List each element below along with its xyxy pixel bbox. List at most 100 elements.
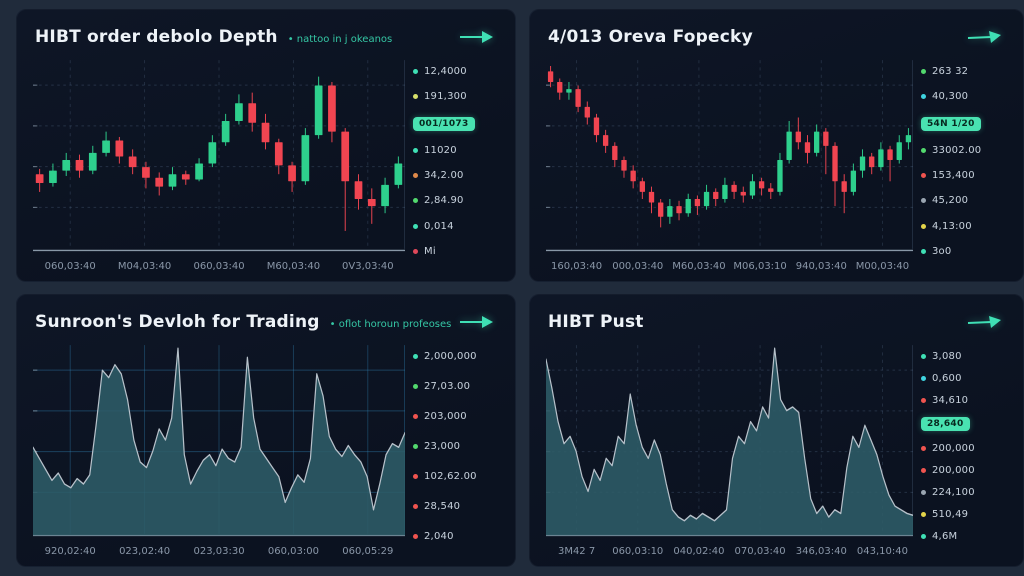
legend-value: 203,000 bbox=[424, 411, 467, 422]
price-legend: 12,4000 191,300 001/1073 11020 34,2.00 2,84.9… bbox=[405, 58, 499, 273]
legend-item: 3o0 bbox=[921, 246, 1007, 257]
legend-value: 2,040 bbox=[424, 531, 454, 542]
x-axis-label: 040,02:40 bbox=[673, 546, 725, 557]
x-axis-label: 060,03:00 bbox=[267, 546, 319, 557]
x-axis-label: 000,03:40 bbox=[612, 261, 664, 272]
legend-item: 23,000 bbox=[413, 441, 499, 452]
legend-dot-icon bbox=[921, 248, 926, 254]
legend-item: 203,000 bbox=[413, 411, 499, 422]
legend-item: 2,040 bbox=[413, 531, 499, 542]
legend-item: 45,200 bbox=[921, 195, 1007, 206]
legend-value: 263 32 bbox=[932, 66, 969, 77]
x-axis-label: 060,03:40 bbox=[193, 261, 245, 272]
legend-dot-icon bbox=[413, 94, 418, 100]
price-legend: 3,080 0,600 34,610 28,640 200,000 200,000 224,… bbox=[913, 343, 1007, 558]
legend-dot-icon bbox=[921, 511, 926, 517]
legend-dot-icon bbox=[921, 69, 926, 74]
x-axis-label: M00,03:40 bbox=[855, 261, 910, 272]
legend-value: 34,610 bbox=[932, 395, 969, 407]
legend-value: 102,62.00 bbox=[424, 471, 477, 482]
legend-value: 11020 bbox=[424, 144, 457, 156]
panel-hibt-pust: HIBT Pust 3M42 7 060,03:10 040,02:40 070,03… bbox=[529, 294, 1024, 567]
candlestick-chart bbox=[33, 58, 405, 252]
x-axis-labels: 920,02:40 023,02:40 023,03:30 060,03:00 060,… bbox=[33, 537, 405, 558]
legend-dot-icon bbox=[921, 354, 926, 359]
legend-value: 45,200 bbox=[932, 195, 969, 207]
legend-dot-icon bbox=[413, 384, 418, 389]
x-axis-labels: 160,03:40 000,03:40 M60,03:40 M06,03:10 940,… bbox=[546, 252, 913, 273]
x-axis-label: 060,03:10 bbox=[612, 546, 664, 557]
legend-value: 4,6M bbox=[932, 531, 958, 542]
legend-value: 0,600 bbox=[932, 373, 962, 385]
legend-dot-icon bbox=[413, 474, 418, 479]
legend-value: Mi bbox=[424, 245, 436, 257]
legend-value: 4,13:00 bbox=[932, 220, 972, 232]
legend-badge: 001/1073 bbox=[413, 116, 499, 131]
legend-value: 28,540 bbox=[424, 501, 461, 512]
x-axis-label: 043,10:40 bbox=[856, 546, 908, 557]
x-axis-label: 0V3,03:40 bbox=[342, 261, 394, 272]
legend-value: 3,080 bbox=[932, 351, 962, 362]
legend-value: 23,000 bbox=[424, 441, 461, 452]
legend-item: 2,84.90 bbox=[413, 195, 499, 206]
legend-dot-icon bbox=[413, 444, 418, 449]
legend-item: 200,000 bbox=[921, 443, 1007, 454]
legend-value: 34,2.00 bbox=[424, 170, 464, 182]
panel-order-depth: HIBT order debolo Depth • nattoo in j ok… bbox=[16, 9, 516, 282]
legend-item: 0,600 bbox=[921, 373, 1007, 384]
x-axis-label: M60,03:40 bbox=[672, 261, 726, 272]
legend-item: 3,080 bbox=[921, 351, 1007, 362]
legend-dot-icon bbox=[413, 173, 418, 179]
panel-subtitle: • nattoo in j okeanos bbox=[287, 34, 393, 45]
legend-dot-icon bbox=[921, 147, 926, 153]
legend-dot-icon bbox=[921, 398, 926, 404]
area-chart bbox=[546, 343, 913, 537]
legend-dot-icon bbox=[921, 376, 926, 382]
x-axis-label: 070,03:40 bbox=[734, 546, 786, 557]
legend-item: 27,03.00 bbox=[413, 381, 499, 392]
panel-header: Sunroon's Devloh for Trading • oflot hor… bbox=[35, 309, 497, 335]
panel-oreva-fopecky: 4/013 Oreva Fopecky 160,03:40 000,03:40 M6… bbox=[529, 9, 1024, 282]
panel-title: Sunroon's Devloh for Trading bbox=[35, 312, 320, 332]
candlestick-chart bbox=[546, 58, 913, 252]
legend-dot-icon bbox=[413, 198, 418, 204]
legend-item: Mi bbox=[413, 246, 499, 257]
legend-item: 102,62.00 bbox=[413, 471, 499, 482]
x-axis-label: 920,02:40 bbox=[44, 546, 96, 557]
trend-arrow-icon[interactable] bbox=[961, 311, 1005, 333]
legend-item: 153,400 bbox=[921, 170, 1007, 181]
legend-item: 4,13:00 bbox=[921, 221, 1007, 232]
x-axis-label: 160,03:40 bbox=[551, 261, 603, 272]
trend-arrow-icon[interactable] bbox=[453, 311, 497, 333]
legend-dot-icon bbox=[413, 414, 418, 419]
x-axis-label: 023,03:30 bbox=[193, 546, 245, 557]
panel-trading-volume: Sunroon's Devloh for Trading • oflot hor… bbox=[16, 294, 516, 567]
legend-dot-icon bbox=[921, 445, 926, 451]
area-chart bbox=[33, 343, 405, 537]
price-legend: 2,000,000 27,03.00 203,000 23,000 102,62.00 2… bbox=[405, 343, 499, 558]
x-axis-labels: 3M42 7 060,03:10 040,02:40 070,03:40 346,03:… bbox=[546, 537, 913, 558]
x-axis-labels: 060,03:40 M04,03:40 060,03:40 M60,03:40 0V3,… bbox=[33, 252, 405, 273]
x-axis-label: 3M42 7 bbox=[557, 546, 596, 557]
x-axis-label: M06,03:10 bbox=[733, 261, 787, 272]
legend-value: 2,84.90 bbox=[424, 195, 464, 207]
trend-arrow-icon[interactable] bbox=[453, 26, 497, 48]
legend-dot-icon bbox=[413, 354, 418, 359]
legend-value: 191,300 bbox=[424, 91, 467, 103]
legend-item: 4,6M bbox=[921, 531, 1007, 542]
legend-dot-icon bbox=[413, 223, 418, 229]
legend-value: 33002.00 bbox=[932, 144, 982, 156]
legend-dot-icon bbox=[413, 147, 418, 153]
trend-arrow-icon[interactable] bbox=[961, 26, 1005, 48]
legend-value: 3o0 bbox=[932, 245, 952, 257]
highlight-badge: 54N 1/20 bbox=[921, 116, 981, 131]
legend-item: 200,000 bbox=[921, 465, 1007, 476]
legend-item: 12,4000 bbox=[413, 66, 499, 77]
panel-header: HIBT Pust bbox=[548, 309, 1005, 335]
legend-badge: 54N 1/20 bbox=[921, 116, 1007, 131]
x-axis-label: 346,03:40 bbox=[795, 546, 847, 557]
legend-item: 28,540 bbox=[413, 501, 499, 512]
legend-dot-icon bbox=[921, 94, 926, 100]
legend-dot-icon bbox=[413, 534, 418, 539]
